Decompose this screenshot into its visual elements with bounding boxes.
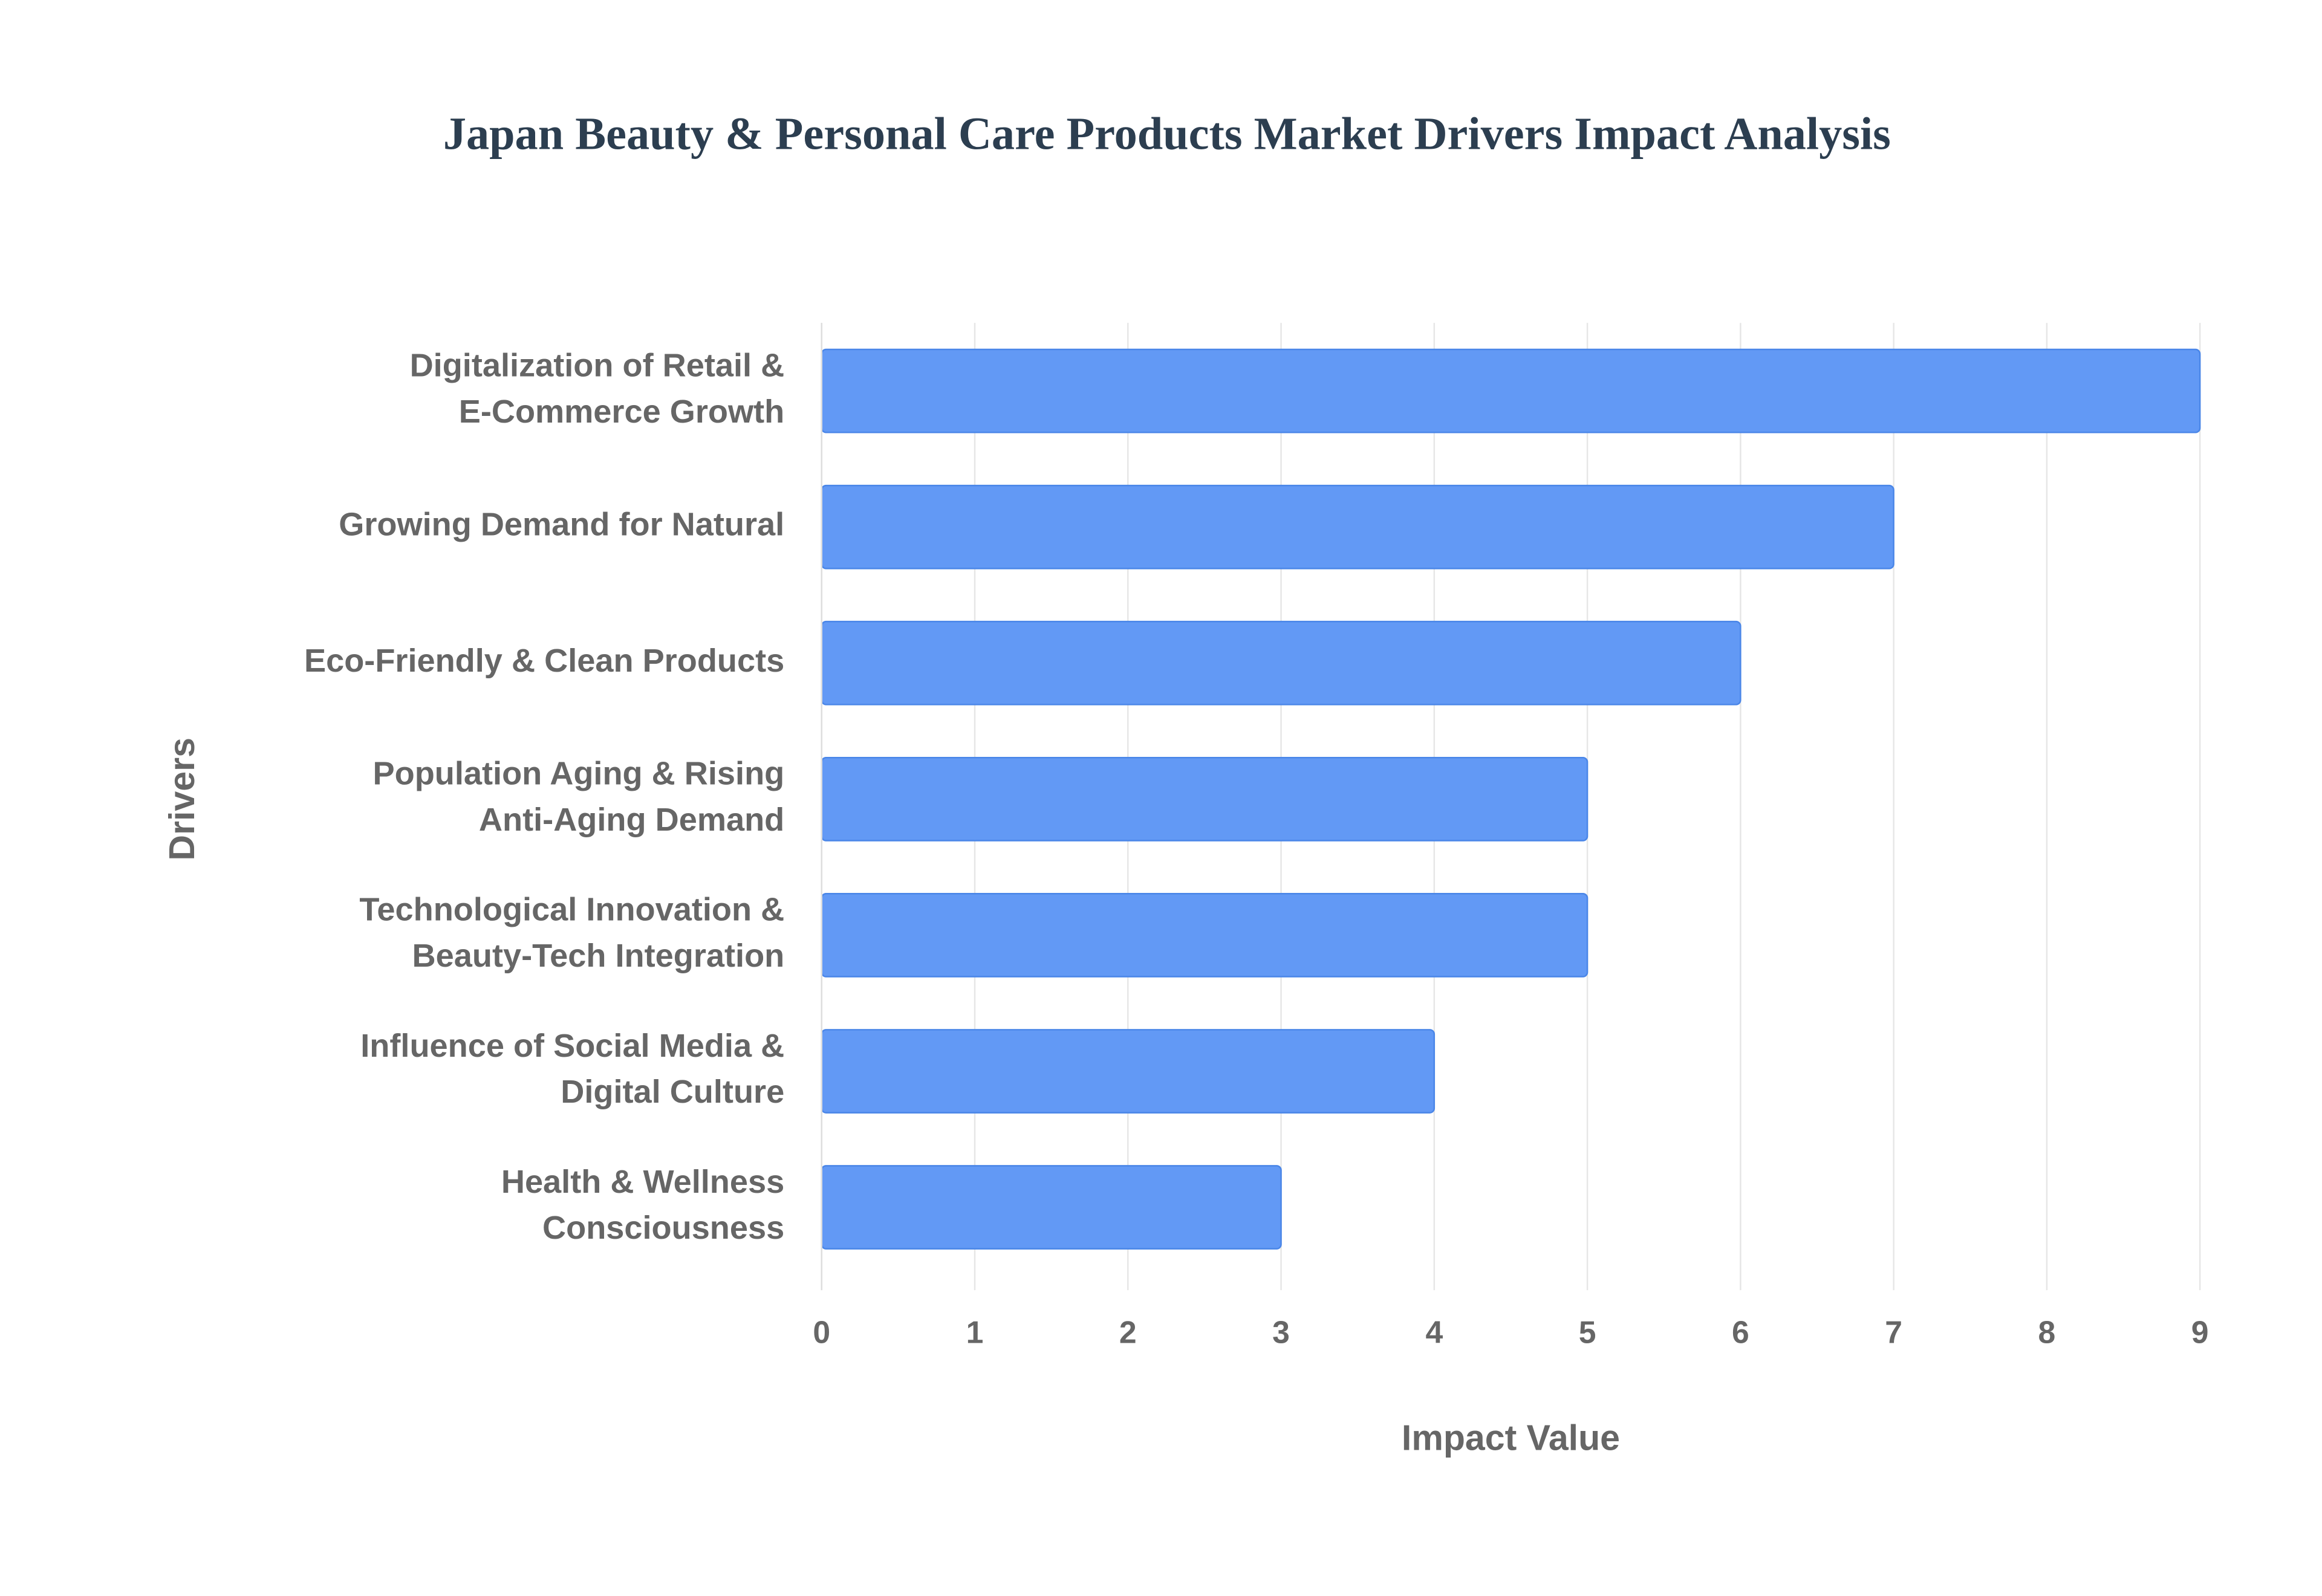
y-tick-label-line: Beauty-Tech Integration — [412, 938, 785, 974]
x-tick-label: 0 — [813, 1315, 830, 1350]
chart-title: Japan Beauty & Personal Care Products Ma… — [443, 108, 1891, 159]
bar — [821, 484, 1894, 569]
x-tick-label: 6 — [1732, 1315, 1749, 1350]
y-tick-label: Population Aging & Rising Anti-Aging Dema… — [373, 756, 785, 838]
y-tick-label-line: Technological Innovation & — [359, 892, 784, 928]
y-tick-label-line: Health & Wellness — [501, 1164, 784, 1200]
y-tick-label-line: Influence of Social Media & — [360, 1028, 784, 1064]
y-tick-label-line: Population Aging & Rising — [373, 756, 785, 792]
y-axis-title: Drivers — [162, 738, 202, 861]
y-tick-label-line: Digital Culture — [561, 1074, 784, 1110]
bar — [821, 893, 1589, 978]
x-tick-label: 8 — [2038, 1315, 2056, 1350]
y-tick-label-line: E-Commerce Growth — [459, 394, 784, 430]
x-tick-label: 5 — [1579, 1315, 1596, 1350]
y-tick-label: Digitalization of Retail & E-Commerce Gro… — [410, 348, 785, 430]
y-tick-label: Health & Wellness Consciousness — [501, 1164, 784, 1246]
y-tick-label: Technological Innovation & Beauty-Tech In… — [359, 892, 784, 974]
bar — [821, 756, 1589, 842]
y-tick-label-line: Digitalization of Retail & — [410, 348, 785, 384]
bar — [821, 348, 2201, 433]
x-tick-label: 9 — [2191, 1315, 2209, 1350]
y-tick-label-line: Growing Demand for Natural — [339, 507, 784, 543]
x-tick-label: 7 — [1885, 1315, 1902, 1350]
y-tick-label-line: Anti-Aging Demand — [479, 802, 784, 838]
x-tick-label: 1 — [966, 1315, 984, 1350]
x-tick-label: 3 — [1272, 1315, 1290, 1350]
bar — [821, 620, 1742, 706]
y-tick-label-line: Consciousness — [542, 1210, 784, 1246]
x-tick-label: 2 — [1119, 1315, 1137, 1350]
y-tick-label: Influence of Social Media & Digital Cultu… — [360, 1028, 784, 1110]
y-tick-label-line: Eco-Friendly & Clean Products — [304, 643, 784, 679]
y-tick-label: Eco-Friendly & Clean Products — [304, 643, 784, 679]
bar — [821, 1165, 1282, 1250]
x-tick-label: 4 — [1425, 1315, 1443, 1350]
y-tick-label: Growing Demand for Natural — [339, 507, 784, 543]
x-axis-title: Impact Value — [1402, 1418, 1620, 1458]
bar — [821, 1029, 1436, 1114]
